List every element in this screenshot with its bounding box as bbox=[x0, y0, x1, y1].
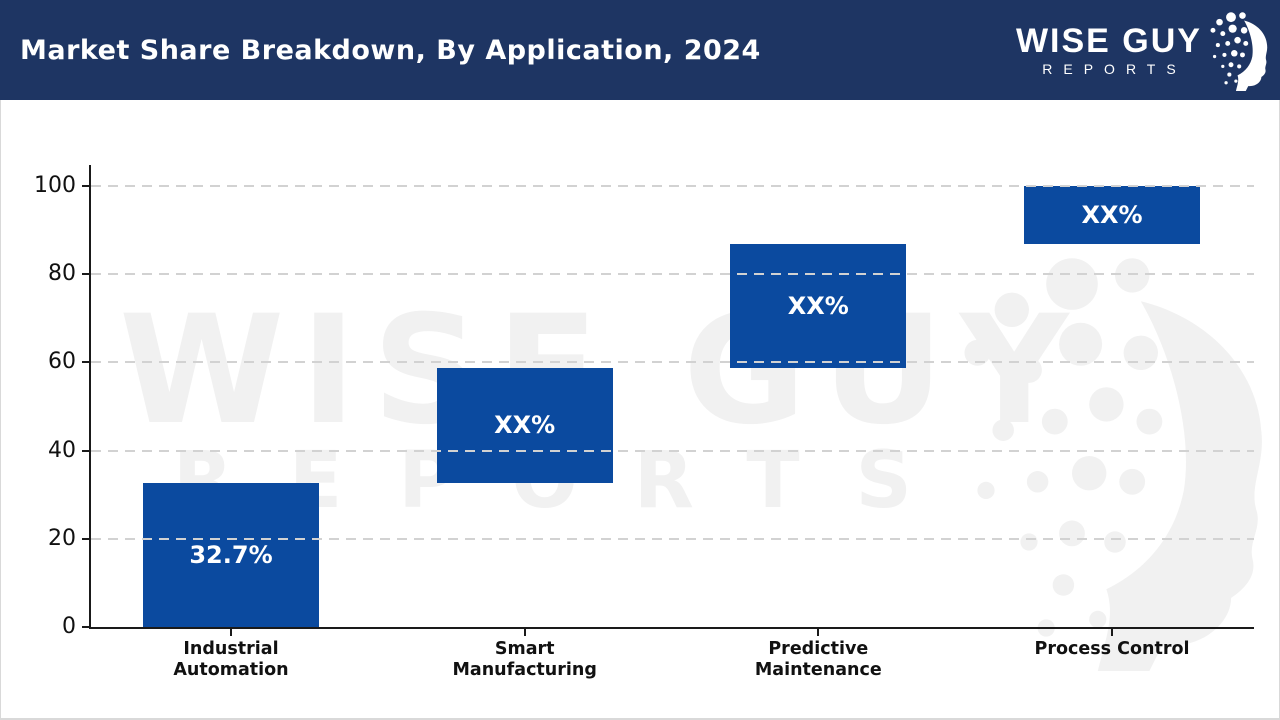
bar-predictive-maintenance bbox=[730, 244, 907, 369]
category-label-line: Automation bbox=[173, 660, 289, 680]
category-label-line: Process Control bbox=[1034, 639, 1190, 659]
bar-smart-manufacturing bbox=[436, 368, 613, 483]
category-label-line: Manufacturing bbox=[452, 660, 597, 680]
chart-area: WISE GUY REPORTS 02040608010032.7%XX%XX%… bbox=[0, 100, 1280, 720]
plot-area: 0 20 40 60 80 100 32.7% XX% XX% XX% Industrial Auto… bbox=[1, 100, 1279, 718]
y-tick-0 bbox=[82, 626, 90, 628]
category-label-line: Predictive bbox=[768, 639, 869, 659]
gridline-100 bbox=[91, 185, 1254, 187]
logo-subtext: REPORTS bbox=[1042, 61, 1187, 77]
y-tick-label: 100 bbox=[34, 173, 76, 198]
x-tick-process-control bbox=[1111, 628, 1113, 636]
y-tick-label: 80 bbox=[48, 261, 76, 287]
bar-process-control bbox=[1024, 186, 1200, 245]
category-label-line: Smart bbox=[494, 639, 555, 659]
category-label-industrial-automation: Industrial Automation bbox=[91, 639, 371, 681]
y-tick-40 bbox=[82, 449, 90, 452]
watermark-head-icon bbox=[964, 258, 1262, 671]
gridline-60 bbox=[91, 361, 1254, 364]
logo-wordmark: WISE GUY bbox=[1015, 22, 1202, 60]
bar-value-label: XX% bbox=[787, 292, 849, 321]
y-axis-spine bbox=[89, 165, 91, 629]
logo-text: WISE GUY REPORTS bbox=[1016, 24, 1202, 76]
wiseguy-head-icon bbox=[1210, 12, 1268, 92]
gridline-20 bbox=[91, 537, 1254, 540]
bar-value-label: 32.7% bbox=[189, 540, 273, 569]
y-tick-label: 0 bbox=[62, 614, 76, 639]
wiseguy-logo: WISE GUY REPORTS bbox=[1016, 0, 1272, 100]
x-tick-smart-manufacturing bbox=[523, 628, 526, 636]
category-label-process-control: Process Control bbox=[972, 639, 1252, 660]
x-axis-spine bbox=[89, 627, 1254, 629]
gridline-40 bbox=[91, 449, 1254, 452]
bar-industrial-automation bbox=[143, 482, 319, 627]
category-label-line: Maintenance bbox=[754, 660, 882, 680]
category-label-line: Industrial bbox=[183, 639, 279, 659]
category-label-smart-manufacturing: Smart Manufacturing bbox=[385, 639, 665, 681]
y-tick-label: 60 bbox=[48, 349, 76, 375]
page-title: Market Share Breakdown, By Application, … bbox=[20, 34, 761, 66]
bar-value-label: XX% bbox=[494, 411, 556, 440]
y-tick-100 bbox=[82, 185, 90, 187]
header-bar: Market Share Breakdown, By Application, … bbox=[0, 0, 1280, 100]
y-tick-label: 40 bbox=[48, 437, 76, 463]
bar-value-label: XX% bbox=[1081, 201, 1143, 230]
y-tick-label: 20 bbox=[48, 525, 76, 551]
category-label-predictive-maintenance: Predictive Maintenance bbox=[678, 639, 958, 681]
y-tick-60 bbox=[82, 361, 90, 364]
y-tick-20 bbox=[82, 537, 90, 540]
y-tick-80 bbox=[82, 273, 90, 276]
gridline-80 bbox=[91, 273, 1254, 276]
x-tick-industrial-automation bbox=[230, 628, 232, 636]
x-tick-predictive-maintenance bbox=[817, 628, 820, 636]
